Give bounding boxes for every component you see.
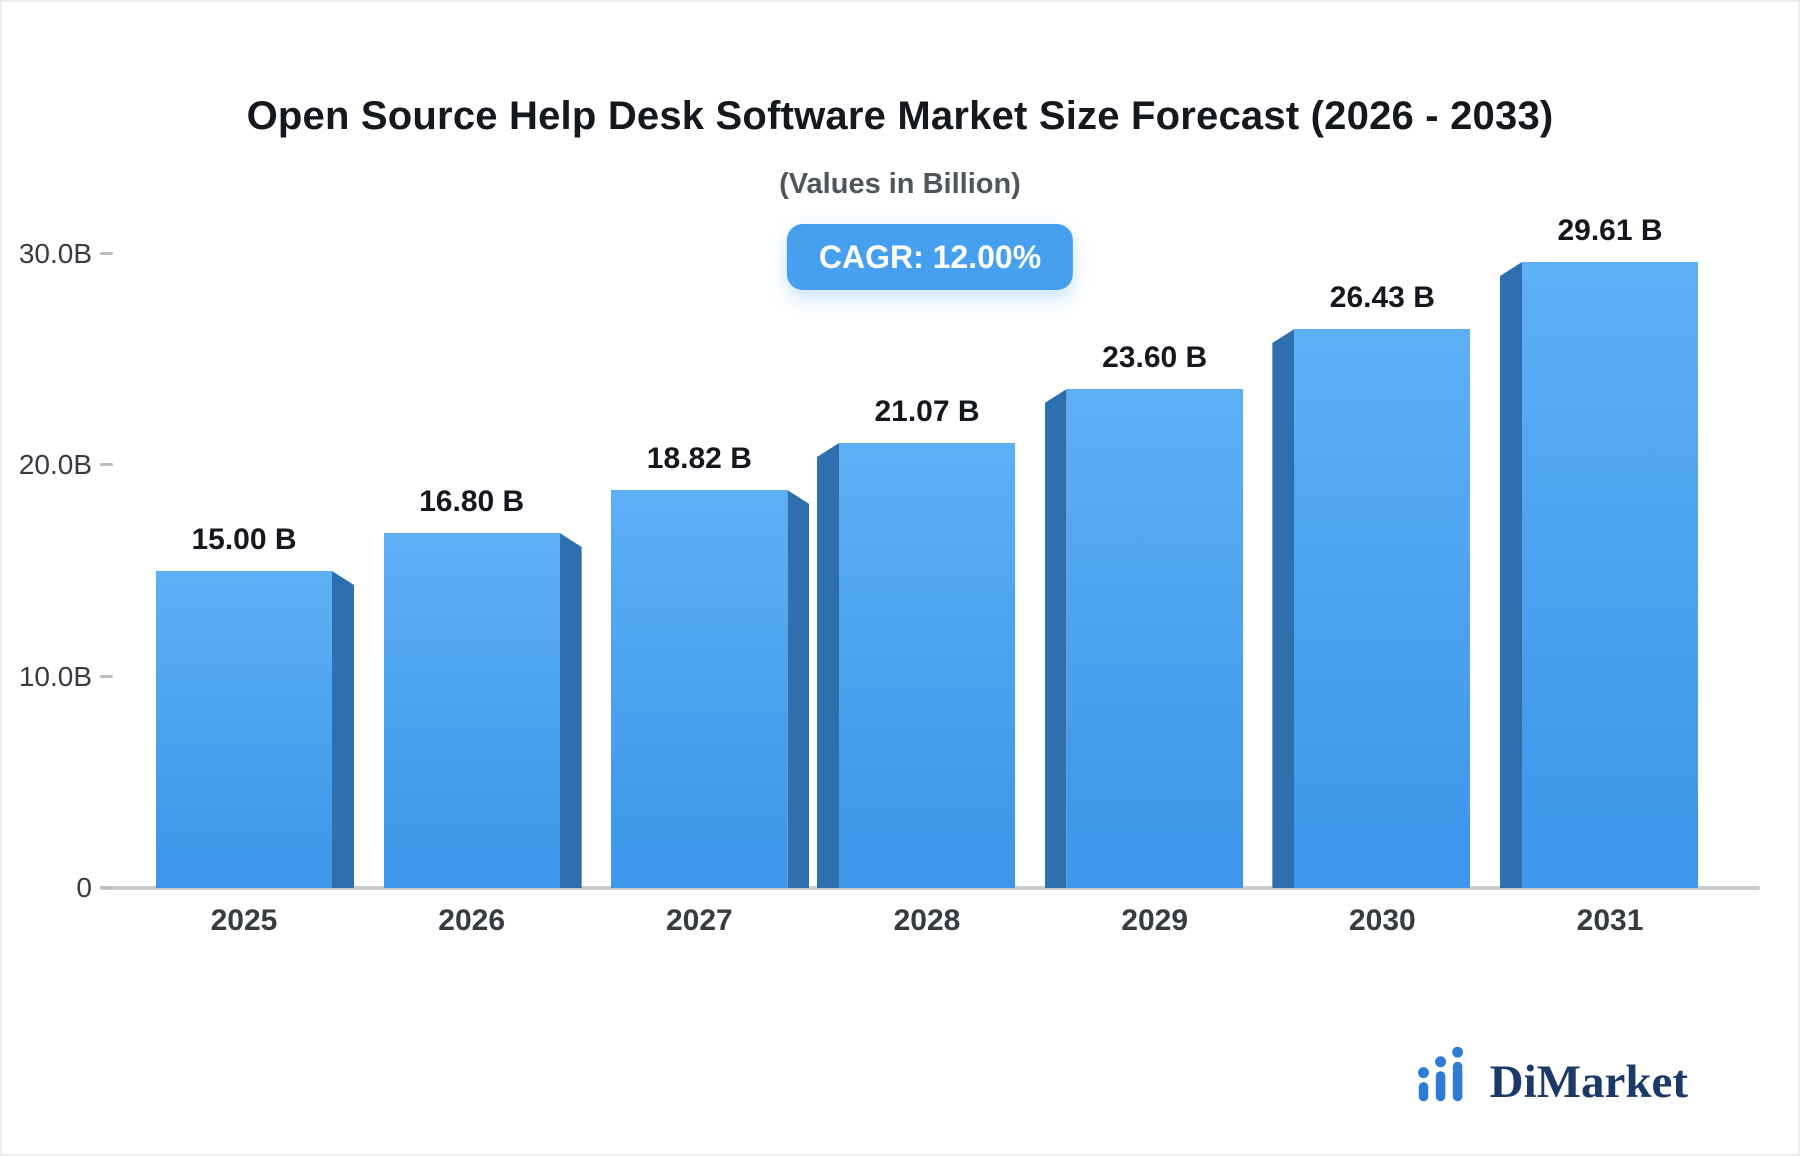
bar-front-face <box>1522 262 1699 888</box>
bar-value-label: 26.43 B <box>1329 281 1435 314</box>
x-axis-label: 2031 <box>1576 904 1644 937</box>
bar-2028 <box>817 443 1015 888</box>
y-axis-tick <box>100 886 113 889</box>
bar-2026 <box>383 533 582 888</box>
bar-value-label: 29.61 B <box>1557 214 1663 247</box>
y-axis-tick-label: 10.0B <box>18 660 92 692</box>
bar-2031 <box>1500 262 1699 888</box>
y-axis-tick <box>100 252 113 255</box>
bar-front-face <box>611 490 788 888</box>
y-axis-tick-label: 20.0B <box>18 449 92 481</box>
bar-2030 <box>1272 329 1471 888</box>
bar-front-face <box>1066 389 1243 888</box>
brand-logo: DiMarket <box>1416 1044 1688 1108</box>
y-axis-tick <box>100 463 113 467</box>
bar-front-face <box>1294 329 1471 888</box>
dimarket-icon <box>1417 1046 1463 1102</box>
x-axis-label: 2029 <box>1121 904 1189 937</box>
bar-value-label: 21.07 B <box>874 395 980 428</box>
bar-side-face <box>1044 389 1067 888</box>
bar-value-label: 23.60 B <box>1102 341 1208 374</box>
bar-2025 <box>156 571 354 888</box>
x-axis-label: 2025 <box>210 904 278 937</box>
bar-side-face <box>817 443 839 888</box>
bar-side-face <box>787 490 810 888</box>
y-axis-tick-label: 30.0B <box>18 238 92 269</box>
bar-value-label: 18.82 B <box>646 442 752 475</box>
x-axis-line <box>100 886 1760 890</box>
y-axis-tick-label: 0 <box>76 872 92 903</box>
brand-name: DiMarket <box>1489 1055 1688 1108</box>
bar-side-face <box>559 533 582 888</box>
bar-front-face <box>839 443 1015 888</box>
bar-value-label: 15.00 B <box>191 523 297 556</box>
chart-title: Open Source Help Desk Software Market Si… <box>246 94 1554 138</box>
bar-front-face <box>156 571 332 888</box>
y-axis-tick <box>100 674 113 678</box>
x-axis-label: 2030 <box>1348 904 1416 937</box>
bar-2027 <box>611 490 810 888</box>
bar-side-face <box>1500 262 1523 888</box>
x-axis-label: 2026 <box>438 904 506 937</box>
x-axis-label: 2028 <box>893 904 961 937</box>
bar-2029 <box>1044 389 1243 888</box>
chart-subtitle: (Values in Billion) <box>779 168 1021 200</box>
cagr-badge: CAGR: 12.00% <box>786 224 1074 290</box>
bar-front-face <box>383 533 560 888</box>
x-axis-label: 2027 <box>665 904 733 937</box>
bar-side-face <box>1272 329 1295 888</box>
bar-value-label: 16.80 B <box>419 485 525 518</box>
bar-side-face <box>332 571 354 888</box>
